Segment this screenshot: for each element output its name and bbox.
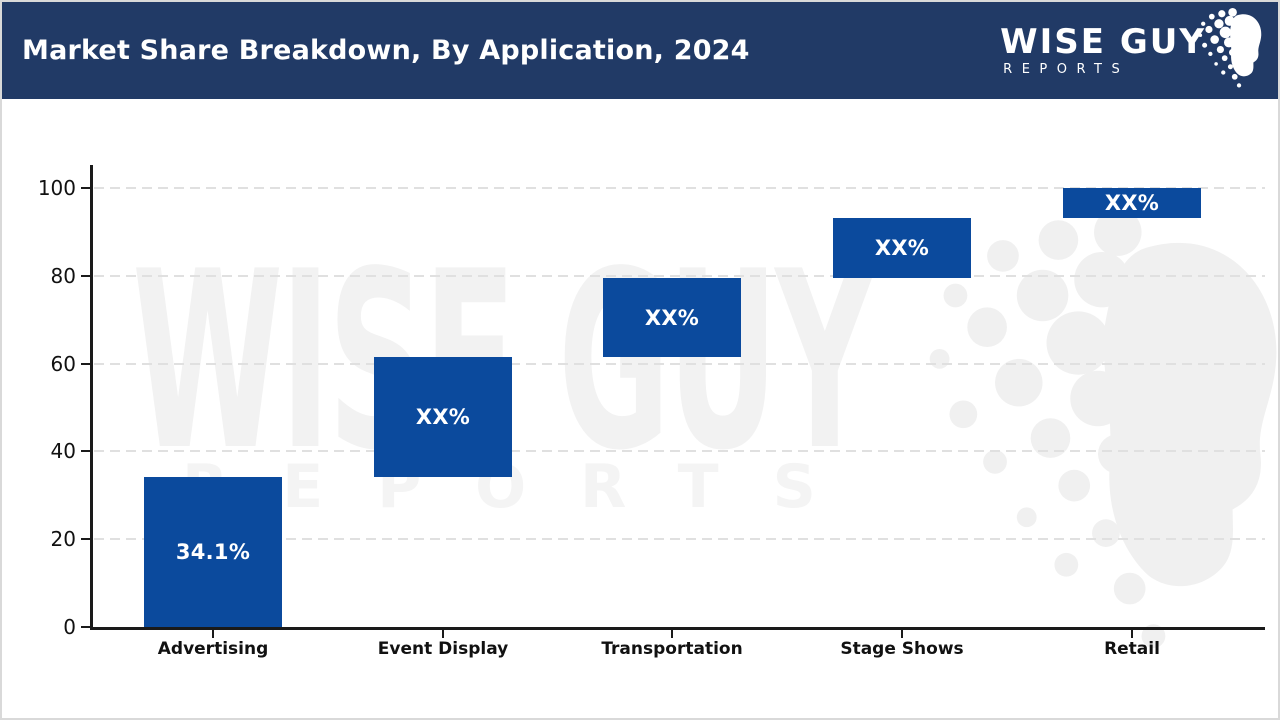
chart-title: Market Share Breakdown, By Application, … [22,35,750,66]
y-tick [81,274,90,277]
y-axis-line [90,165,93,630]
gridline-100 [94,187,1265,189]
bar-transportation: XX% [603,277,741,358]
x-tick [1131,630,1133,638]
bar-value-label: XX% [415,405,471,430]
gridline-20 [94,538,1265,541]
x-tick [212,630,214,638]
gridline-80 [94,274,1265,277]
x-category-label-event-display: Event Display [377,639,509,659]
x-category-label-retail: Retail [1104,639,1160,659]
bar-value-label: XX% [874,235,930,260]
gridline-60 [94,362,1265,365]
bar-stage-shows: XX% [833,217,971,278]
wise-guy-logo: WISE GUY REPORTS [1000,7,1268,94]
y-tick [81,362,90,365]
logo-subtext: REPORTS [1003,61,1130,77]
x-axis-line [90,627,1265,630]
x-category-label-stage-shows: Stage Shows [840,639,964,659]
x-tick [901,630,903,638]
y-tick [81,626,90,628]
y-tick-label: 100 [37,176,76,200]
logo-text: WISE GUY REPORTS [1000,25,1206,77]
x-tick [671,630,673,638]
y-tick-label: 80 [50,263,76,288]
bar-advertising: 34.1% [144,477,282,627]
gridline-40 [94,450,1265,453]
y-tick-label: 20 [50,527,76,552]
y-tick [81,450,90,453]
y-tick-label: 40 [50,439,76,464]
bar-value-label: XX% [644,305,700,330]
x-tick [442,630,444,638]
logo-wordmark: WISE GUY [1000,21,1206,62]
y-tick [81,187,90,189]
x-category-label-transportation: Transportation [601,639,743,659]
x-category-label-advertising: Advertising [157,639,269,659]
header-bar: Market Share Breakdown, By Application, … [2,2,1278,99]
bar-event-display: XX% [374,357,512,478]
bar-value-label: 34.1% [175,540,251,565]
bar-retail: XX% [1063,188,1201,218]
bar-value-label: XX% [1104,190,1160,215]
y-tick [81,538,90,541]
watermark-head-icon [929,208,1277,648]
logo-head-icon [1198,7,1262,88]
y-tick-label: 0 [63,615,76,639]
y-tick-label: 60 [50,351,76,376]
